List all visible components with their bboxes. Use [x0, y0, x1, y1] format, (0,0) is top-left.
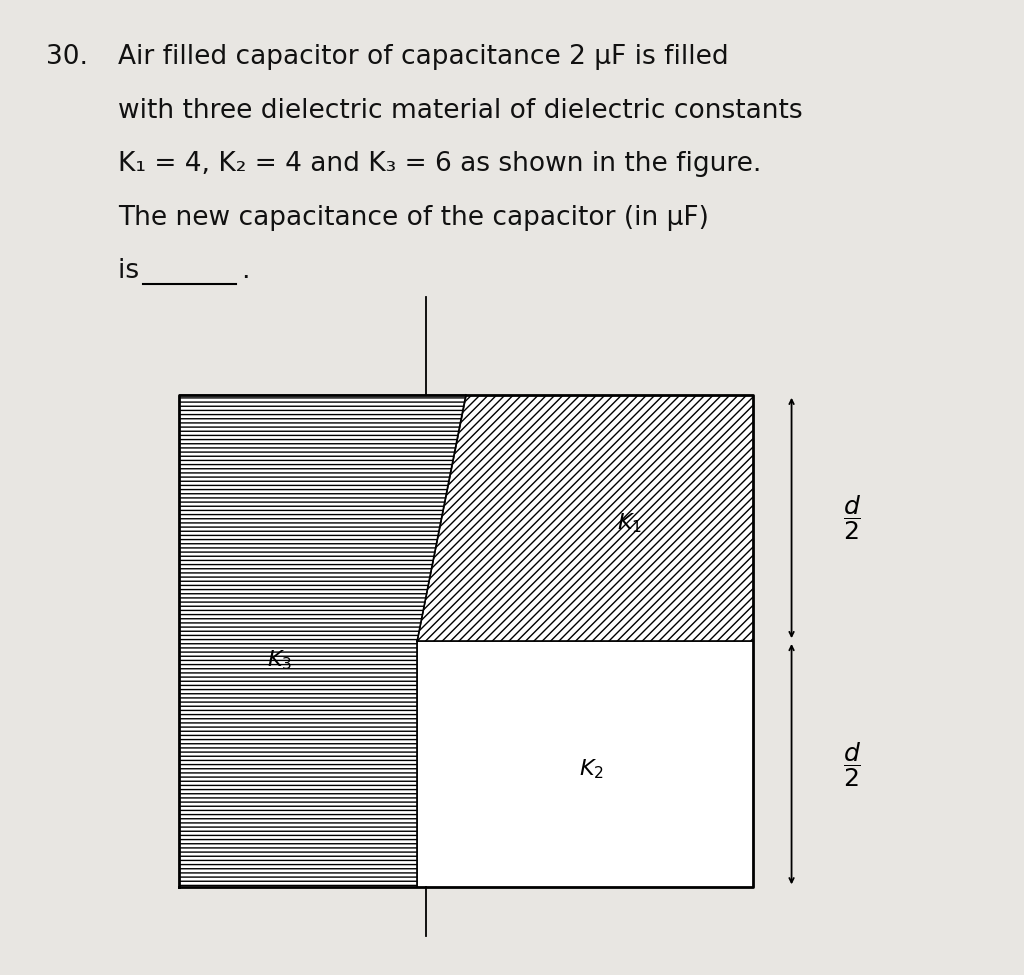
Text: Air filled capacitor of capacitance 2 μF is filled: Air filled capacitor of capacitance 2 μF… [118, 44, 728, 70]
Text: $K_3$: $K_3$ [266, 648, 292, 673]
Text: K₁ = 4, K₂ = 4 and K₃ = 6 as shown in the figure.: K₁ = 4, K₂ = 4 and K₃ = 6 as shown in th… [118, 151, 761, 177]
Text: 30.: 30. [46, 44, 88, 70]
Text: $\dfrac{d}{2}$: $\dfrac{d}{2}$ [843, 493, 861, 542]
Polygon shape [417, 642, 753, 887]
Text: The new capacitance of the capacitor (in μF): The new capacitance of the capacitor (in… [118, 205, 709, 231]
Polygon shape [179, 395, 466, 887]
Text: with three dielectric material of dielectric constants: with three dielectric material of dielec… [118, 98, 803, 124]
Text: .: . [241, 258, 249, 285]
Text: $\dfrac{d}{2}$: $\dfrac{d}{2}$ [843, 740, 861, 789]
Text: is: is [118, 258, 147, 285]
Text: $K_2$: $K_2$ [580, 758, 604, 781]
Polygon shape [417, 395, 753, 642]
Text: $K_1$: $K_1$ [617, 511, 642, 534]
